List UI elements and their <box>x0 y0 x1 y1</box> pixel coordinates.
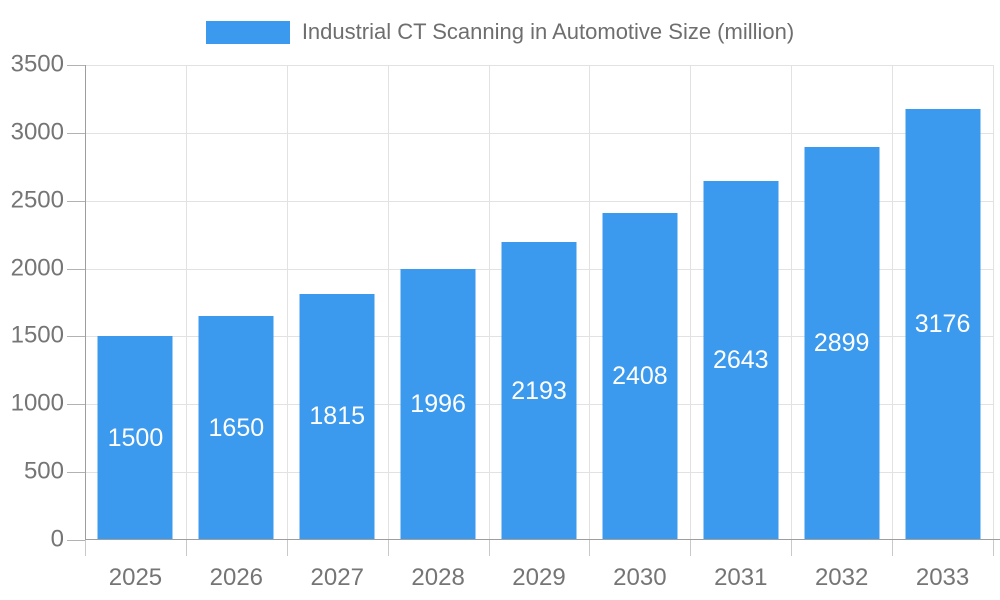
vertical-gridline <box>690 65 692 540</box>
vertical-gridline <box>488 65 490 540</box>
y-axis-tick <box>67 472 85 474</box>
x-axis-tick <box>387 540 389 556</box>
vertical-gridline <box>791 65 793 540</box>
y-axis-tick-label: 3000 <box>10 118 64 146</box>
x-axis-tick-label: 2031 <box>714 564 768 591</box>
bar-value-label: 1650 <box>208 413 265 442</box>
horizontal-gridline <box>85 132 993 134</box>
y-axis-tick-label: 2500 <box>10 186 64 214</box>
vertical-gridline <box>387 65 389 540</box>
y-axis-tick <box>67 268 85 270</box>
x-axis-tick-label: 2027 <box>310 564 364 591</box>
x-axis-tick-label: 2026 <box>209 564 264 591</box>
plot-area: 0 500 1000 1500 2000 2500 3000 3500 1500 2025 1650… <box>11 50 1000 591</box>
x-axis-tick <box>993 540 994 556</box>
y-axis-tick-label: 1000 <box>10 389 64 417</box>
x-axis-tick <box>589 540 591 556</box>
y-axis-tick-label: 2000 <box>10 254 64 282</box>
y-axis-tick <box>67 200 85 202</box>
y-axis-line <box>85 65 86 540</box>
legend-item[interactable]: Industrial CT Scanning in Automotive Siz… <box>205 19 795 45</box>
x-axis-tick-label: 2029 <box>512 564 566 591</box>
bar: 1500 <box>97 336 173 540</box>
y-axis-tick-label: 3500 <box>10 50 64 78</box>
y-axis-tick-label: 0 <box>50 525 64 553</box>
bar-value-label: 2408 <box>612 362 668 391</box>
vertical-gridline <box>892 65 894 540</box>
bar: 2408 <box>602 213 678 540</box>
bar: 3176 <box>905 108 981 540</box>
y-axis-tick <box>67 336 85 338</box>
y-axis-tick <box>67 132 85 134</box>
bar-value-label: 1996 <box>410 390 466 419</box>
x-axis-tick <box>85 540 86 556</box>
bar: 2643 <box>703 181 779 540</box>
bar-value-label: 2899 <box>813 328 870 357</box>
y-axis-tick <box>67 404 85 406</box>
x-axis-tick-label: 2033 <box>915 564 970 591</box>
x-axis-tick <box>690 540 692 556</box>
y-axis-tick <box>67 65 85 66</box>
bar-value-label: 1500 <box>107 423 164 452</box>
bar: 2193 <box>501 242 577 540</box>
bar: 1650 <box>198 316 274 540</box>
x-axis-tick <box>791 540 793 556</box>
x-axis-tick <box>286 540 288 556</box>
bar-value-label: 1815 <box>309 402 366 431</box>
bar-value-label: 2643 <box>712 346 769 375</box>
y-axis-tick-label: 1500 <box>10 321 64 349</box>
x-axis-tick <box>892 540 894 556</box>
legend-swatch <box>205 20 290 44</box>
x-axis-tick-label: 2025 <box>108 564 163 591</box>
x-axis-tick <box>488 540 490 556</box>
bar: 2899 <box>804 146 880 540</box>
vertical-gridline <box>993 65 994 540</box>
x-axis-line <box>85 539 1000 540</box>
bar: 1815 <box>299 293 375 540</box>
x-axis-tick-label: 2028 <box>411 564 465 591</box>
y-axis-tick <box>67 540 85 541</box>
x-axis-tick-label: 2032 <box>814 564 869 591</box>
vertical-gridline <box>185 65 187 540</box>
horizontal-gridline <box>85 200 993 202</box>
vertical-gridline <box>286 65 288 540</box>
legend-label: Industrial CT Scanning in Automotive Siz… <box>301 19 795 44</box>
bar-value-label: 2193 <box>511 376 567 405</box>
bar-value-label: 3176 <box>914 309 971 338</box>
x-axis-tick <box>185 540 187 556</box>
vertical-gridline <box>589 65 591 540</box>
x-axis-tick-label: 2030 <box>613 564 667 591</box>
chart-legend: Industrial CT Scanning in Automotive Siz… <box>0 19 1000 45</box>
horizontal-gridline <box>85 65 993 66</box>
y-axis-tick-label: 500 <box>23 457 64 485</box>
bar: 1996 <box>400 269 476 540</box>
